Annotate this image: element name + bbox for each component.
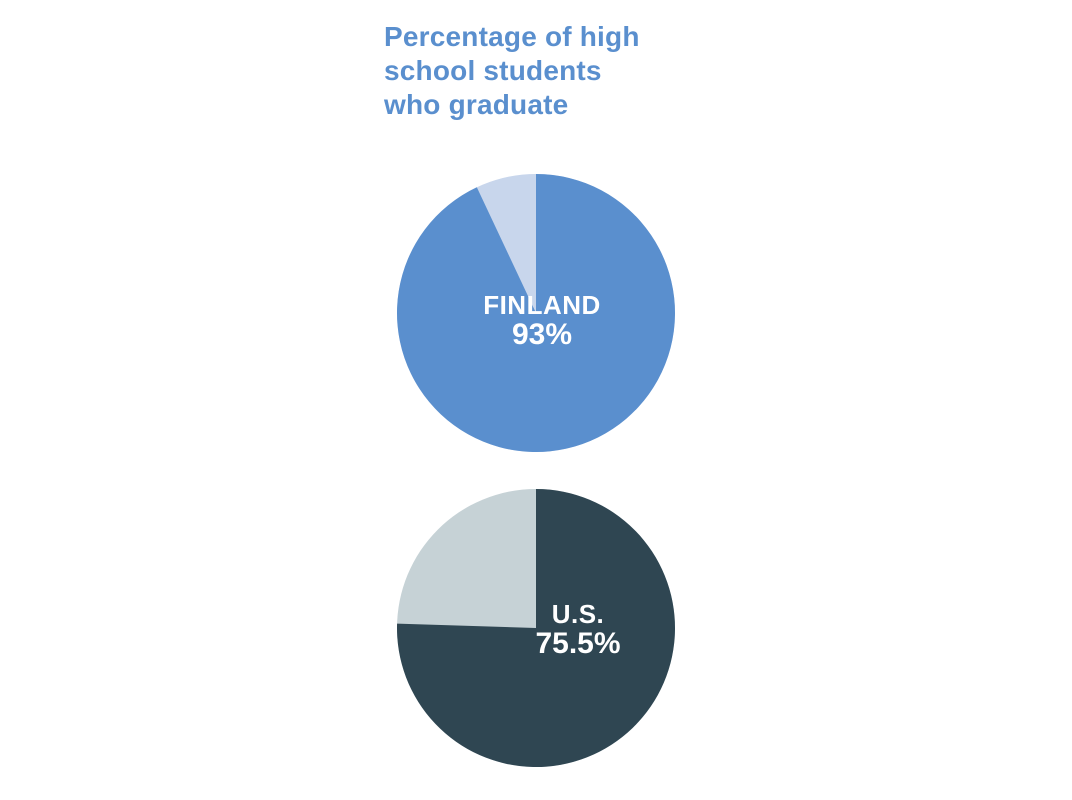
finland-value-text: 93%: [483, 319, 601, 351]
finland-pie-label: FINLAND 93%: [483, 291, 601, 351]
us-label-text: U.S.: [535, 600, 620, 628]
chart-title: Percentage of highschool studentswho gra…: [384, 20, 640, 122]
finland-pie: FINLAND 93%: [397, 174, 675, 452]
us-value-text: 75.5%: [535, 628, 620, 660]
us-pie: U.S. 75.5%: [397, 489, 675, 767]
us-pie-label: U.S. 75.5%: [535, 600, 620, 660]
chart-canvas: Percentage of highschool studentswho gra…: [0, 0, 1072, 800]
finland-label-text: FINLAND: [483, 291, 601, 319]
